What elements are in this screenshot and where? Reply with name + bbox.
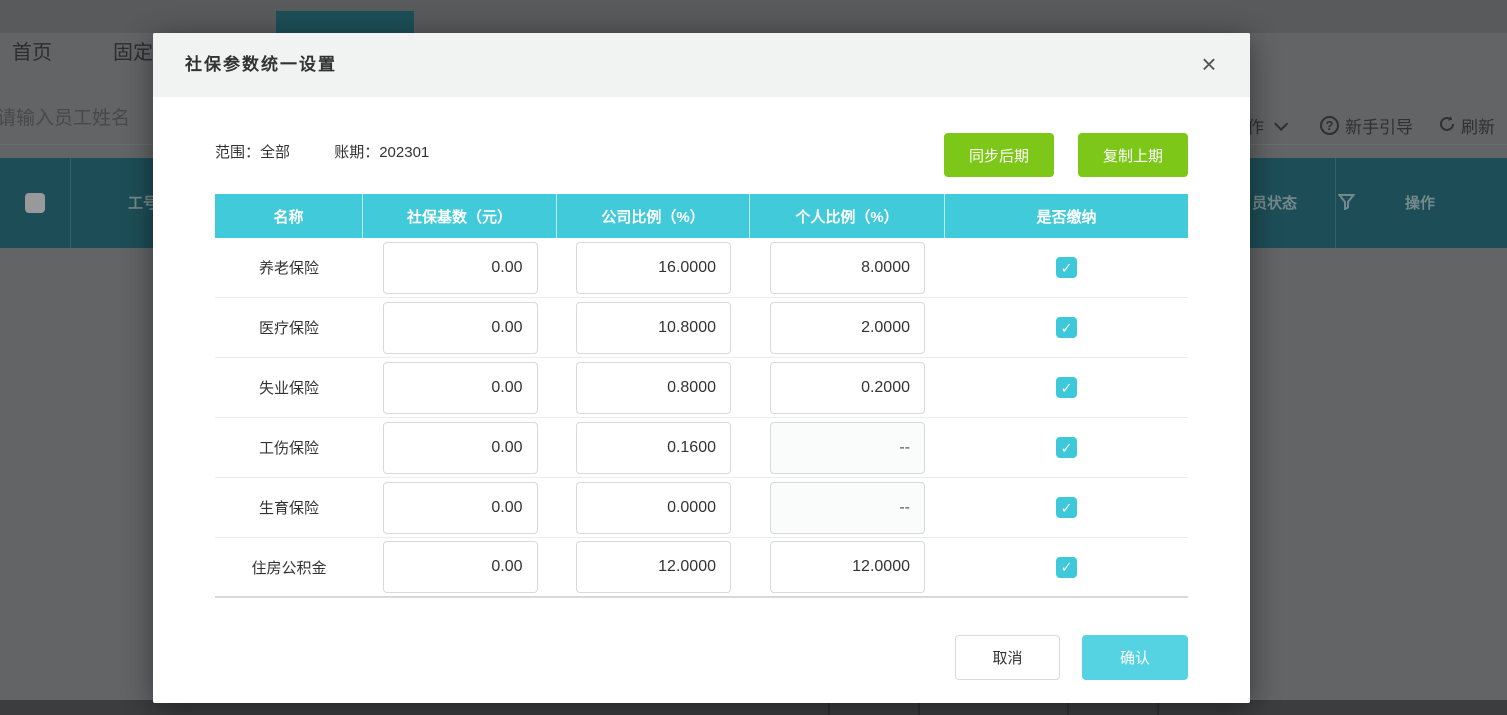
- check-icon: ✓: [1060, 439, 1073, 456]
- guide-label: 新手引导: [1345, 118, 1413, 137]
- company-ratio-input[interactable]: [576, 541, 731, 593]
- more-actions-dropdown[interactable]: 作: [1247, 113, 1289, 141]
- scope-pair: 范围：全部: [215, 144, 290, 161]
- personal-ratio-input[interactable]: [770, 301, 925, 354]
- table-row: 失业保险 ✓: [215, 358, 1188, 418]
- close-icon[interactable]: ×: [1201, 49, 1217, 79]
- base-input[interactable]: [382, 481, 538, 534]
- paid-checkbox[interactable]: ✓: [1056, 437, 1077, 458]
- personal-ratio-input[interactable]: [770, 421, 925, 474]
- nav-item-home[interactable]: 首页: [12, 42, 52, 64]
- column-personal-ratio: 个人比例（%）: [750, 194, 945, 238]
- insurance-name: 失业保险: [258, 380, 319, 397]
- check-icon: ✓: [1060, 499, 1073, 516]
- company-ratio-input[interactable]: [576, 241, 731, 294]
- column-is-paid: 是否缴纳: [1036, 208, 1097, 226]
- nav-item-fixed-assets[interactable]: 固定: [113, 42, 153, 64]
- table-row: 工伤保险 ✓: [215, 418, 1188, 478]
- dialog-title: 社保参数统一设置: [185, 55, 337, 74]
- column-actions: 操作: [1405, 195, 1436, 212]
- check-icon: ✓: [1060, 259, 1073, 276]
- top-bar: [0, 0, 1507, 33]
- check-icon: ✓: [1060, 319, 1073, 336]
- personal-ratio-input[interactable]: [770, 361, 925, 414]
- column-employee-id: 工号: [128, 195, 159, 212]
- select-all-checkbox[interactable]: [25, 193, 45, 213]
- table-row: 医疗保险 ✓: [215, 298, 1188, 358]
- base-input[interactable]: [382, 541, 538, 593]
- confirm-button[interactable]: 确认: [1082, 635, 1188, 680]
- divider: [1067, 700, 1069, 715]
- chevron-down-icon: [1274, 116, 1289, 131]
- paid-checkbox[interactable]: ✓: [1056, 257, 1077, 278]
- period-value: 202301: [379, 144, 430, 161]
- filter-icon[interactable]: [1338, 193, 1355, 210]
- cancel-button[interactable]: 取消: [955, 635, 1060, 680]
- table-row: 住房公积金 ✓: [215, 538, 1188, 598]
- personal-ratio-input[interactable]: [770, 481, 925, 534]
- base-input[interactable]: [382, 421, 538, 474]
- column-name: 名称: [215, 194, 363, 238]
- social-security-settings-dialog: 社保参数统一设置 × 范围：全部 账期：202301 同步后期 复制上期 名称 …: [153, 33, 1250, 703]
- refresh-label: 刷新: [1461, 118, 1495, 137]
- social-security-table: 名称 社保基数（元） 公司比例（%） 个人比例（%） 是否缴纳 养老保险 ✓ 医…: [215, 194, 1188, 598]
- insurance-name: 医疗保险: [258, 320, 319, 337]
- active-page-tab[interactable]: [276, 11, 414, 33]
- divider: [70, 158, 71, 248]
- company-ratio-input[interactable]: [576, 361, 731, 414]
- refresh-icon: [1440, 115, 1454, 131]
- base-input[interactable]: [382, 361, 538, 414]
- paid-checkbox[interactable]: ✓: [1056, 556, 1077, 578]
- table-row: 生育保险 ✓: [215, 478, 1188, 538]
- sync-later-periods-button[interactable]: 同步后期: [944, 133, 1054, 177]
- divider: [918, 700, 920, 715]
- scope-period-row: 范围：全部 账期：202301: [215, 141, 469, 162]
- period-label: 账期：: [334, 144, 380, 161]
- insurance-name: 生育保险: [258, 500, 319, 517]
- scope-label: 范围：: [215, 144, 261, 161]
- dialog-header: 社保参数统一设置 ×: [153, 33, 1250, 97]
- base-input[interactable]: [382, 241, 538, 294]
- divider: [828, 700, 830, 715]
- copy-previous-period-button[interactable]: 复制上期: [1078, 133, 1188, 177]
- paid-checkbox[interactable]: ✓: [1056, 377, 1077, 398]
- check-icon: ✓: [1060, 379, 1073, 396]
- company-ratio-input[interactable]: [576, 421, 731, 474]
- check-icon: ✓: [1060, 559, 1073, 575]
- company-ratio-input[interactable]: [576, 481, 731, 534]
- background-table-bottom: [0, 700, 1507, 715]
- employee-search-input[interactable]: 请输入员工姓名: [0, 108, 131, 129]
- paid-checkbox[interactable]: ✓: [1056, 317, 1077, 338]
- table-row: 养老保险 ✓: [215, 238, 1188, 298]
- period-pair: 账期：202301: [334, 144, 429, 161]
- insurance-name: 工伤保险: [258, 440, 319, 457]
- scope-value: 全部: [260, 144, 291, 161]
- insurance-name: 住房公积金: [251, 559, 327, 577]
- paid-checkbox[interactable]: ✓: [1056, 497, 1077, 518]
- question-icon: ?: [1320, 116, 1339, 135]
- newbie-guide-button[interactable]: ? 新手引导: [1320, 113, 1413, 141]
- column-company-ratio: 公司比例（%）: [557, 194, 750, 238]
- personal-ratio-input[interactable]: [770, 541, 925, 593]
- base-input[interactable]: [382, 301, 538, 354]
- table-header-row: 名称 社保基数（元） 公司比例（%） 个人比例（%） 是否缴纳: [215, 194, 1188, 238]
- refresh-button[interactable]: 刷新: [1438, 113, 1495, 141]
- column-base: 社保基数（元）: [363, 194, 557, 238]
- more-actions-label: 作: [1247, 118, 1264, 137]
- divider: [1157, 700, 1159, 715]
- column-status: 员状态: [1252, 195, 1298, 212]
- company-ratio-input[interactable]: [576, 301, 731, 354]
- divider: [1335, 158, 1336, 248]
- personal-ratio-input[interactable]: [770, 241, 925, 294]
- insurance-name: 养老保险: [258, 260, 319, 277]
